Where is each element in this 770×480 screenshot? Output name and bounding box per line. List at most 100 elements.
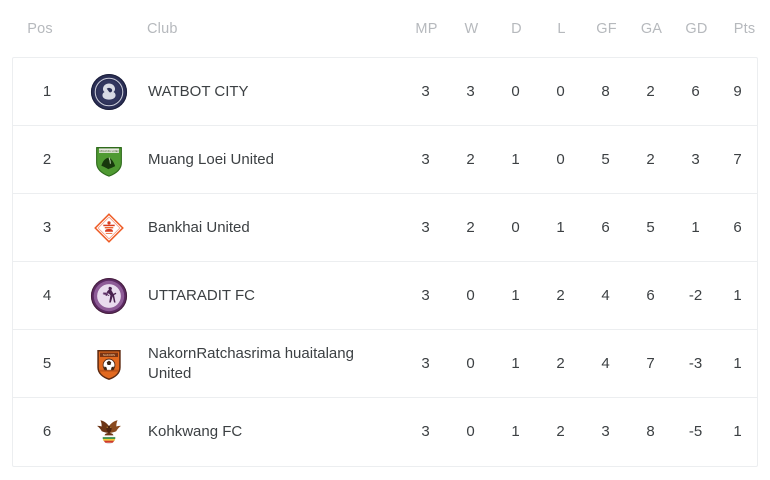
stat-ga: 5 bbox=[646, 218, 655, 236]
stat-mp: 3 bbox=[421, 286, 430, 304]
stat-pts: 1 bbox=[733, 354, 742, 372]
row-position: 3 bbox=[13, 219, 81, 237]
stat-mp: 3 bbox=[421, 354, 430, 372]
stat-gd: 6 bbox=[691, 82, 700, 100]
table-row[interactable]: 5 NAKORN NakornRatchasrima huaitalang Un… bbox=[13, 330, 757, 398]
column-header-pos: Pos bbox=[0, 21, 80, 37]
club-name: Kohkwang FC bbox=[148, 423, 243, 440]
column-header-club: Club bbox=[136, 21, 404, 37]
club-crest-icon bbox=[90, 73, 128, 110]
stat-ga: 2 bbox=[646, 82, 655, 100]
stat-l: 2 bbox=[556, 354, 565, 372]
stat-gd: 1 bbox=[691, 218, 700, 236]
watbot-city-crest bbox=[81, 73, 137, 111]
club-name: UTTARADIT FC bbox=[148, 286, 255, 304]
stat-pts: 1 bbox=[733, 423, 742, 440]
row-club: Bankhai United bbox=[137, 218, 403, 238]
stat-gd: -3 bbox=[688, 354, 703, 372]
column-header-w: W bbox=[464, 20, 479, 37]
column-header-gf: GF bbox=[596, 20, 617, 37]
svg-text:NAKORN: NAKORN bbox=[103, 353, 115, 357]
kohkwang-fc-crest bbox=[81, 413, 137, 451]
club-name: Bankhai United bbox=[148, 218, 250, 236]
position-number: 6 bbox=[42, 423, 52, 440]
stat-mp: 3 bbox=[421, 423, 430, 440]
column-header-pts: Pts bbox=[733, 20, 756, 37]
stat-gf: 5 bbox=[601, 150, 610, 168]
svg-text:MUANG LOEI: MUANG LOEI bbox=[99, 148, 118, 152]
bankhai-united-crest bbox=[81, 209, 137, 247]
stat-pts: 7 bbox=[733, 150, 742, 168]
row-club: WATBOT CITY bbox=[137, 82, 403, 102]
position-number: 5 bbox=[42, 354, 52, 372]
column-header-pos-label: Pos bbox=[27, 20, 53, 37]
club-name: Muang Loei United bbox=[148, 150, 274, 168]
stat-w: 0 bbox=[466, 354, 475, 372]
stat-l: 0 bbox=[556, 82, 565, 100]
table-row[interactable]: 6 Kohkwang FC 3 0 1 bbox=[13, 398, 757, 466]
stat-d: 1 bbox=[511, 423, 520, 440]
column-header-l: L bbox=[557, 20, 566, 37]
club-crest-icon bbox=[97, 420, 121, 444]
stat-pts: 6 bbox=[733, 218, 742, 236]
row-club: UTTARADIT FC bbox=[137, 286, 403, 306]
stat-gd: 3 bbox=[691, 150, 700, 168]
stat-d: 1 bbox=[511, 354, 520, 372]
stat-gf: 4 bbox=[601, 354, 610, 372]
stat-w: 2 bbox=[466, 150, 475, 168]
stat-w: 2 bbox=[466, 218, 475, 236]
stat-w: 3 bbox=[466, 82, 475, 100]
row-club: NakornRatchasrima huaitalang United bbox=[137, 344, 403, 384]
club-name: NakornRatchasrima huaitalang United bbox=[148, 344, 354, 382]
stat-gf: 6 bbox=[601, 218, 610, 236]
row-position: 1 bbox=[13, 83, 81, 101]
row-position: 2 bbox=[13, 151, 81, 169]
stat-pts: 9 bbox=[733, 82, 742, 100]
stat-gf: 8 bbox=[601, 82, 610, 100]
stat-l: 1 bbox=[556, 218, 565, 236]
stat-ga: 2 bbox=[646, 150, 655, 168]
stat-gf: 3 bbox=[601, 423, 610, 440]
row-club: Muang Loei United bbox=[137, 150, 403, 170]
uttaradit-fc-crest bbox=[81, 277, 137, 315]
table-header-row: Pos Club MP W D L GF GA GD Pts bbox=[0, 0, 770, 57]
position-number: 1 bbox=[42, 82, 52, 100]
stat-ga: 8 bbox=[646, 423, 655, 440]
stat-l: 2 bbox=[556, 286, 565, 304]
stat-gf: 4 bbox=[601, 286, 610, 304]
stat-w: 0 bbox=[466, 286, 475, 304]
stat-ga: 6 bbox=[646, 286, 655, 304]
stat-d: 1 bbox=[511, 286, 520, 304]
standings-card: 1 WATBOT CITY 3 3 0 0 8 2 6 bbox=[12, 57, 758, 467]
club-crest-icon: NAKORN bbox=[97, 349, 121, 380]
stat-ga: 7 bbox=[646, 354, 655, 372]
club-crest-icon: MUANG LOEI bbox=[96, 146, 122, 177]
column-header-gd: GD bbox=[685, 20, 708, 37]
table-row[interactable]: 2 MUANG LOEI Muang Loei United 3 2 1 0 5 bbox=[13, 126, 757, 194]
table-row[interactable]: 3 Bankhai United 3 2 0 1 6 bbox=[13, 194, 757, 262]
stat-pts: 1 bbox=[733, 286, 742, 304]
stat-d: 0 bbox=[511, 218, 520, 236]
stat-w: 0 bbox=[466, 423, 475, 440]
column-header-d: D bbox=[511, 20, 522, 37]
column-header-club-label: Club bbox=[147, 20, 178, 37]
row-position: 6 bbox=[13, 423, 81, 441]
row-club: Kohkwang FC bbox=[137, 422, 403, 442]
stat-d: 0 bbox=[511, 82, 520, 100]
muang-loei-united-crest: MUANG LOEI bbox=[81, 141, 137, 179]
stat-mp: 3 bbox=[421, 82, 430, 100]
table-row[interactable]: 4 UTTARADIT FC 3 0 1 2 4 6 bbox=[13, 262, 757, 330]
position-number: 3 bbox=[42, 218, 52, 236]
table-row[interactable]: 1 WATBOT CITY 3 3 0 0 8 2 6 bbox=[13, 58, 757, 126]
row-position: 5 bbox=[13, 355, 81, 373]
row-position: 4 bbox=[13, 287, 81, 305]
column-header-mp: MP bbox=[415, 20, 438, 37]
position-number: 4 bbox=[42, 286, 52, 304]
stat-l: 2 bbox=[556, 423, 565, 440]
club-name: WATBOT CITY bbox=[148, 82, 249, 100]
club-crest-icon bbox=[94, 212, 124, 243]
stat-gd: -5 bbox=[688, 423, 703, 440]
stat-mp: 3 bbox=[421, 150, 430, 168]
stat-mp: 3 bbox=[421, 218, 430, 236]
